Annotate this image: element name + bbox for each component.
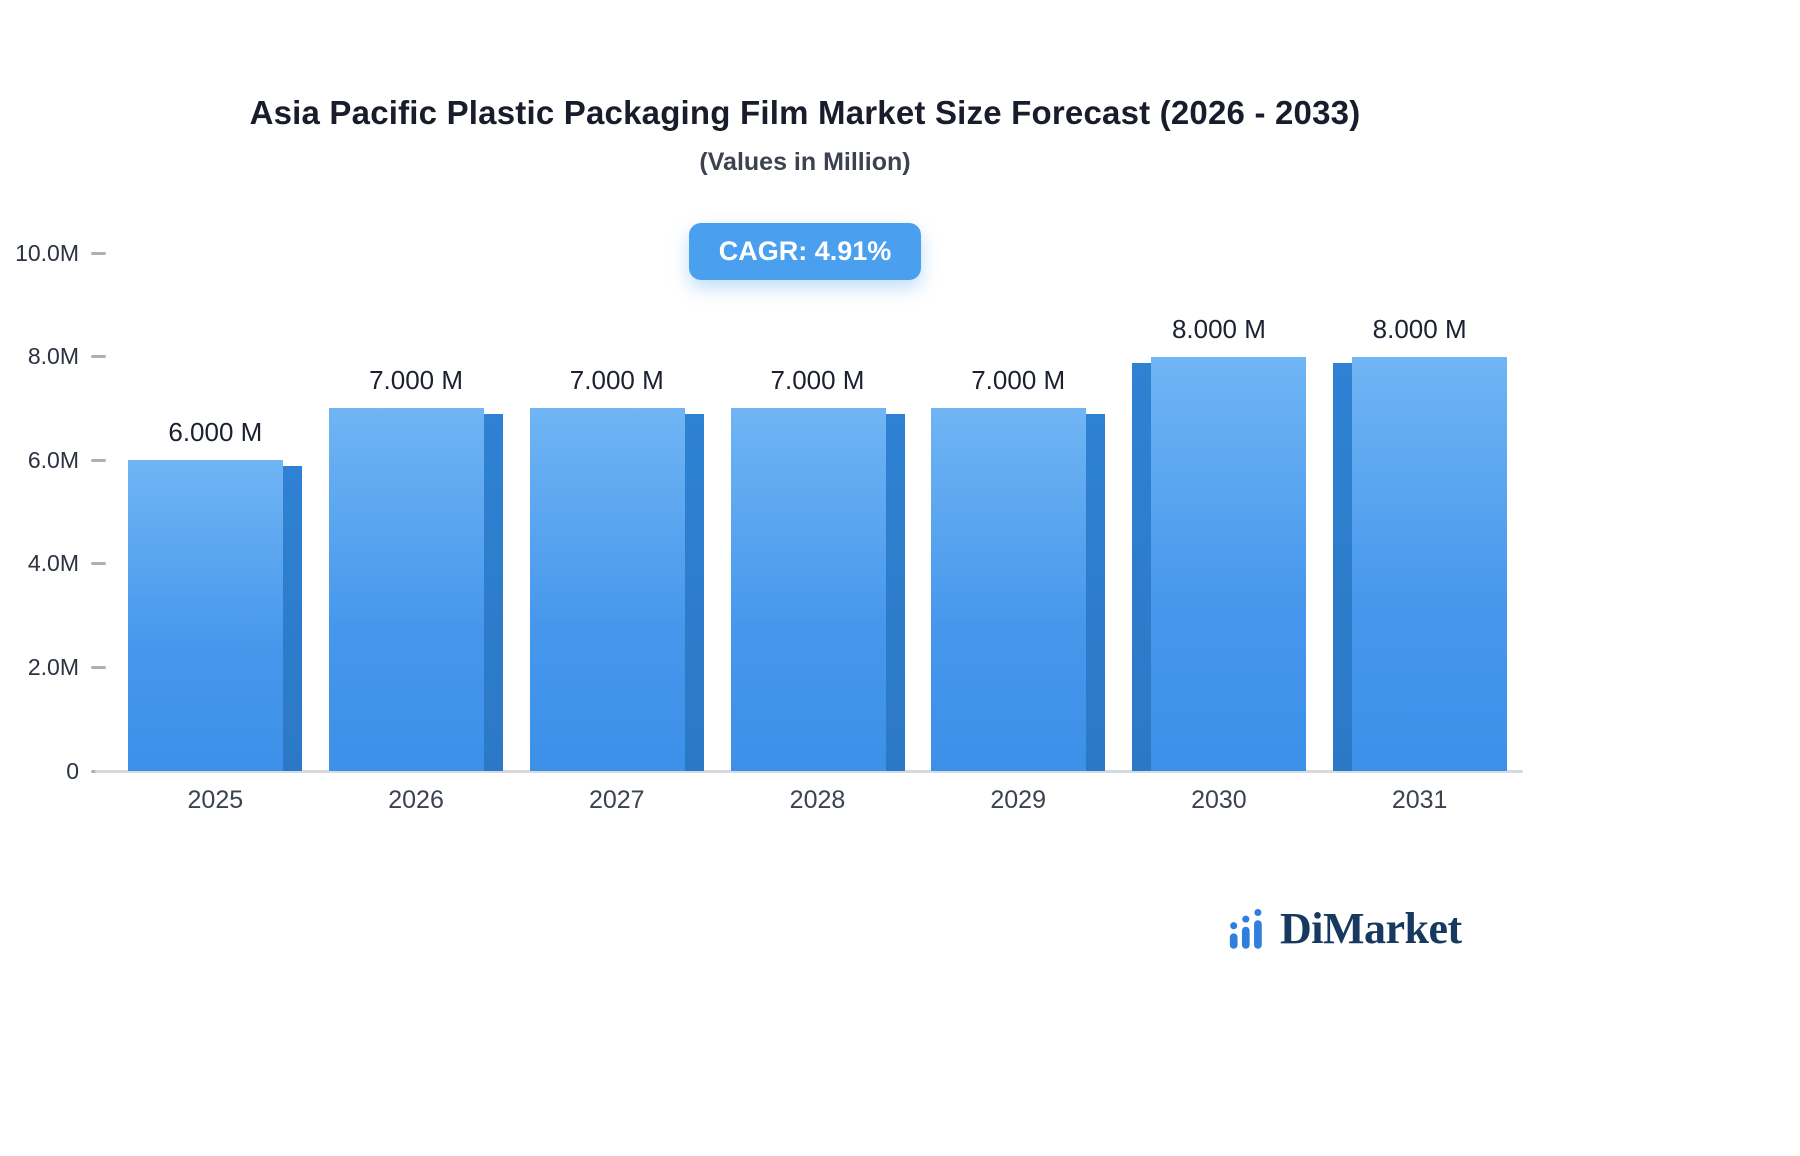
x-tick-label: 2030 — [1191, 786, 1247, 814]
brand-logo: DiMarket — [1226, 903, 1462, 954]
bar-face — [529, 408, 685, 771]
x-tick-label: 2028 — [789, 786, 846, 814]
x-tick-label: 2027 — [588, 786, 645, 814]
bar-chart-logo-icon — [1226, 907, 1270, 951]
y-tick-mark — [91, 251, 106, 255]
y-tick-mark — [91, 562, 106, 566]
x-tick-label: 2031 — [1391, 786, 1448, 814]
bar-side-shade — [1086, 414, 1106, 771]
bar-face — [1351, 356, 1507, 771]
y-tick: 8.0M — [0, 343, 106, 371]
bar-2027[interactable]: 7.000 M — [529, 365, 704, 771]
y-tick-mark — [91, 355, 106, 359]
bar-2028[interactable]: 7.000 M — [730, 365, 905, 771]
x-axis: 2025 2026 2027 2028 2029 2030 2031 — [115, 786, 1520, 820]
bar-side-shade — [1131, 362, 1151, 771]
bar-2030[interactable]: 8.000 M — [1131, 314, 1306, 771]
bar-value-label: 7.000 M — [369, 365, 464, 396]
cagr-badge-wrap: CAGR: 4.91% — [0, 223, 1610, 280]
y-tick: 0 — [0, 757, 106, 785]
bar-value-label: 6.000 M — [168, 417, 263, 448]
bar-2029[interactable]: 7.000 M — [931, 365, 1106, 771]
bar-face — [730, 408, 886, 771]
bar-face — [1150, 356, 1306, 771]
y-tick-label: 6.0M — [27, 446, 79, 473]
bar-face — [931, 408, 1087, 771]
y-tick-label: 8.0M — [27, 343, 79, 370]
brand-name: DiMarket — [1280, 904, 1462, 953]
y-tick-label: 10.0M — [15, 239, 79, 266]
bar-value-label: 8.000 M — [1372, 313, 1467, 344]
bar-value-label: 8.000 M — [1171, 313, 1266, 344]
y-tick: 2.0M — [0, 653, 106, 681]
bar-face — [329, 408, 485, 771]
y-tick-label: 4.0M — [27, 550, 79, 577]
y-tick-label: 0 — [66, 757, 79, 784]
bar-value-label: 7.000 M — [770, 365, 865, 396]
chart-subtitle: (Values in Million) — [699, 148, 911, 176]
x-tick-label: 2026 — [388, 786, 444, 814]
y-axis: 0 2.0M 4.0M 6.0M 8.0M 10.0M — [0, 240, 106, 784]
bar-2025[interactable]: 6.000 M — [128, 417, 303, 771]
bar-side-shade — [484, 414, 504, 771]
x-tick-label: 2029 — [990, 786, 1046, 814]
x-axis-baseline — [95, 770, 1523, 773]
y-tick: 6.0M — [0, 446, 106, 474]
y-tick-mark — [91, 665, 106, 669]
plot-area: 6.000 M 7.000 M 7.000 M 7.000 M 7.000 M 8.000… — [95, 253, 1523, 773]
chart-title: Asia Pacific Plastic Packaging Film Mark… — [249, 94, 1361, 131]
y-tick-mark — [91, 458, 106, 462]
bar-side-shade — [885, 414, 905, 771]
y-tick: 10.0M — [0, 239, 106, 267]
bar-side-shade — [684, 414, 704, 771]
cagr-badge: CAGR: 4.91% — [688, 223, 922, 280]
bar-2026[interactable]: 7.000 M — [329, 365, 504, 771]
bar-side-shade — [283, 466, 303, 771]
y-tick-label: 2.0M — [27, 653, 79, 680]
bar-value-label: 7.000 M — [971, 365, 1066, 396]
bar-face — [128, 460, 284, 771]
bar-side-shade — [1332, 362, 1352, 771]
bar-2031[interactable]: 8.000 M — [1332, 314, 1507, 771]
y-tick: 4.0M — [0, 550, 106, 578]
bar-value-label: 7.000 M — [569, 365, 664, 396]
x-tick-label: 2025 — [187, 786, 244, 814]
